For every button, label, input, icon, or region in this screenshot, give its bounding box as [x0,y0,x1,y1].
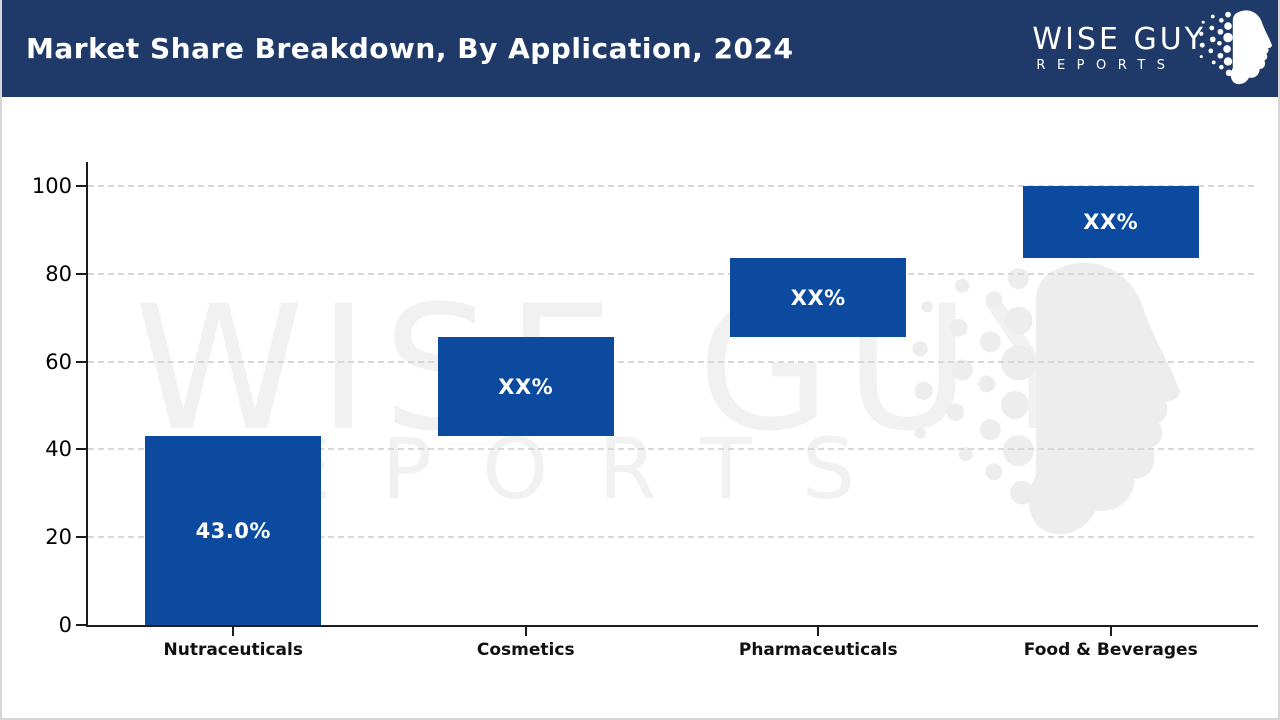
x-tick-mark-2 [817,627,820,636]
bar-cosmetics: XX% [437,337,614,437]
y-tick-mark-0 [76,624,86,626]
y-tick-label-40: 40 [45,437,72,462]
logo-text: WISE GUY REPORTS [1032,24,1206,73]
bar-value-label: XX% [790,285,846,310]
x-tick-label-3: Food & Beverages [1023,640,1198,660]
bar-nutraceuticals: 43.0% [145,436,322,625]
gridline-60 [88,360,1257,363]
x-tick-mark-1 [524,627,527,636]
bar-pharmaceuticals: XX% [730,258,907,338]
y-tick-label-60: 60 [45,349,72,374]
x-tick-mark-0 [232,627,235,636]
y-tick-label-20: 20 [45,525,72,550]
logo-wordmark: WISE GUY [1032,22,1206,58]
watermark-head-icon [864,226,1180,584]
y-tick-mark-100 [76,185,86,187]
wise-guy-logo: WISE GUY REPORTS [1032,0,1258,97]
y-tick-mark-80 [76,272,86,275]
x-tick-label-1: Cosmetics [476,640,575,660]
y-tick-label-0: 0 [58,613,72,637]
gridline-100 [88,185,1257,187]
y-tick-mark-40 [76,448,86,451]
bar-value-label: XX% [498,374,554,399]
bar-value-label: 43.0% [195,518,271,543]
logo-subtitle: REPORTS [1036,57,1177,73]
y-tick-label-80: 80 [45,261,72,286]
logo-head-icon [1186,5,1272,93]
header-bar: Market Share Breakdown, By Application, … [2,0,1278,97]
bar-food-beverages: XX% [1022,186,1199,259]
x-tick-label-2: Pharmaceuticals [738,640,898,660]
gridline-80 [88,272,1257,275]
page-title: Market Share Breakdown, By Application, … [26,32,794,65]
gridline-20 [88,536,1257,539]
y-tick-mark-60 [76,360,86,363]
y-axis-line [86,162,88,627]
gridline-40 [88,448,1257,451]
y-tick-label-100: 100 [31,174,72,198]
x-tick-label-0: Nutraceuticals [163,640,303,660]
y-tick-mark-20 [76,536,86,539]
x-tick-mark-3 [1109,627,1112,636]
bar-value-label: XX% [1083,210,1139,235]
x-axis-line [86,625,1258,627]
